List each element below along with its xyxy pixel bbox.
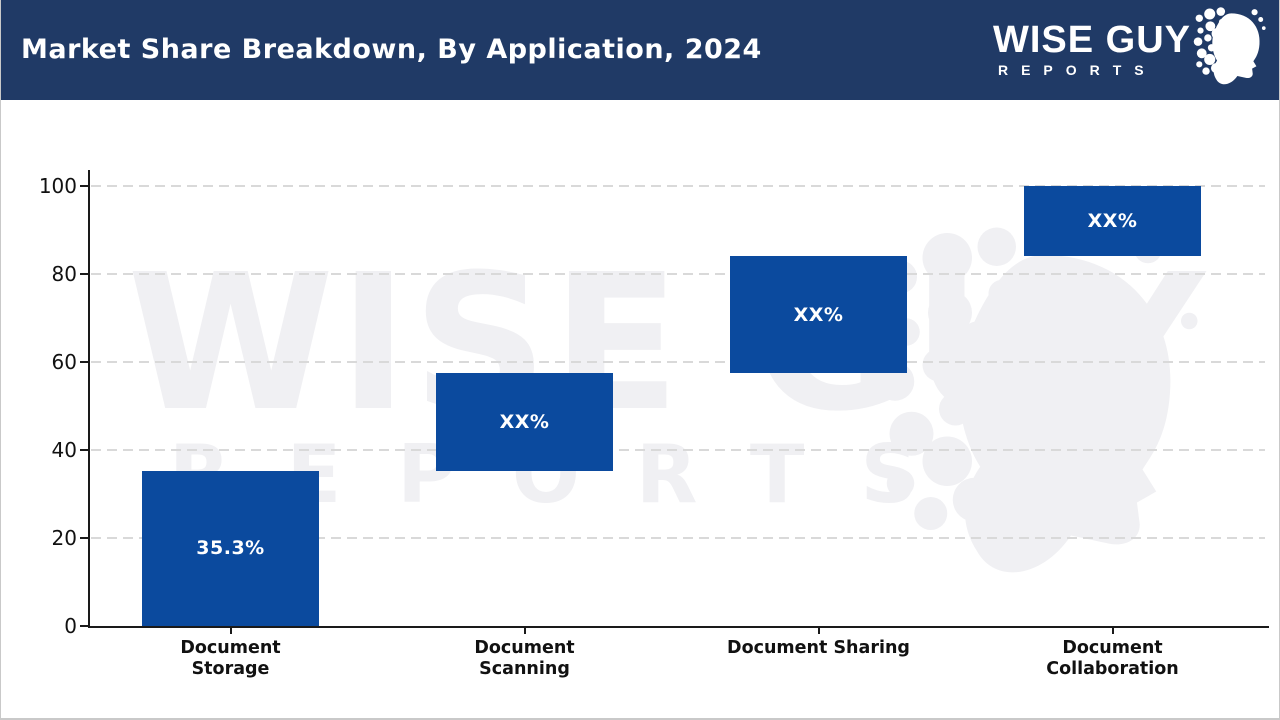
gridline-y20	[91, 537, 1265, 539]
y-tick-mark	[80, 185, 89, 187]
page-title: Market Share Breakdown, By Application, …	[21, 34, 762, 65]
x-category-label: Document Storage	[180, 638, 281, 679]
x-category-label: Document Sharing	[727, 638, 910, 658]
y-tick-label: 80	[51, 262, 77, 286]
bar-document-collaboration: XX%	[1024, 186, 1201, 257]
x-tick-mark	[817, 627, 820, 634]
logo-head-icon	[1193, 7, 1266, 85]
y-tick-mark	[80, 449, 89, 451]
y-tick-mark	[80, 537, 89, 539]
x-tick-mark	[1111, 627, 1114, 634]
gridline-y100	[91, 185, 1265, 187]
y-tick-label: 100	[38, 174, 77, 198]
gridline-y40	[91, 449, 1265, 451]
bar-document-sharing: XX%	[730, 256, 907, 373]
gridline-y80	[91, 273, 1265, 275]
y-tick-label: 40	[51, 438, 77, 462]
y-axis-line	[88, 170, 90, 628]
header-bar: Market Share Breakdown, By Application, …	[1, 0, 1279, 100]
bar-value-label: XX%	[793, 303, 844, 326]
logo-subname: REPORTS	[997, 61, 1157, 78]
x-category-label: Document Scanning	[474, 638, 575, 679]
y-tick-mark	[80, 361, 89, 363]
y-tick-label: 60	[51, 350, 77, 374]
y-tick-mark	[80, 625, 89, 627]
x-tick-mark	[523, 627, 526, 634]
y-tick-label: 20	[51, 526, 77, 550]
y-tick-mark	[80, 273, 89, 275]
watermark-head-icon	[875, 227, 1198, 573]
x-tick-mark	[229, 627, 232, 634]
logo-name: WISE GUY	[992, 18, 1191, 61]
bar-value-label: XX%	[499, 410, 550, 433]
bar-document-storage: 35.3%	[142, 470, 319, 626]
bar-value-label: XX%	[1087, 210, 1138, 233]
x-category-label: Document Collaboration	[1046, 638, 1179, 679]
bar-value-label: 35.3%	[196, 537, 265, 560]
brand-logo: WISE GUY REPORTS	[993, 6, 1267, 92]
bar-document-scanning: XX%	[436, 373, 613, 471]
y-tick-label: 0	[64, 614, 77, 638]
x-axis-line	[88, 626, 1269, 628]
gridline-y60	[91, 361, 1265, 363]
